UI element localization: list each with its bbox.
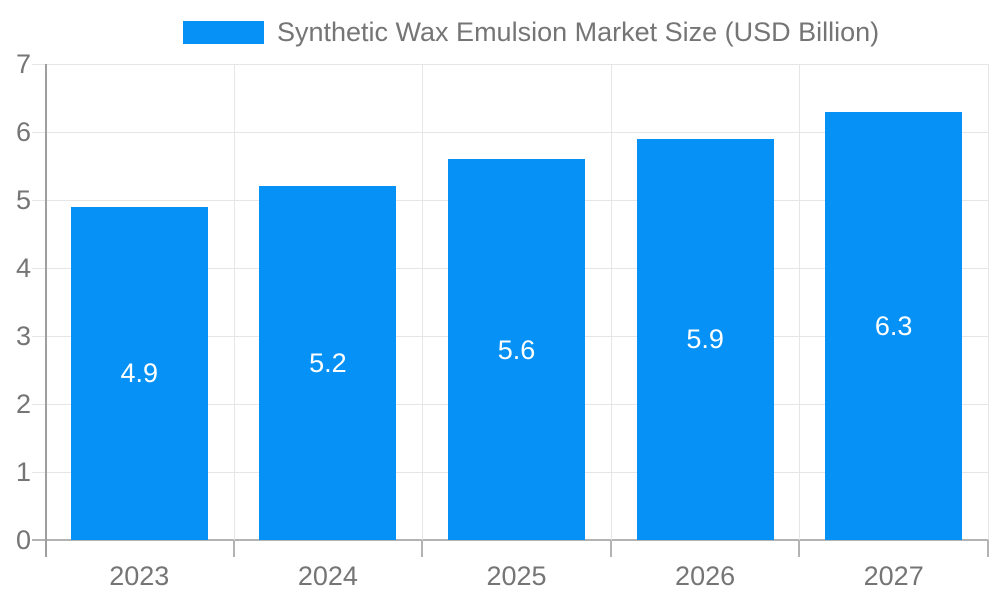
x-axis-tick [987,540,989,557]
v-gridline [610,64,612,540]
y-tick-label: 6 [15,117,31,147]
y-tick-label: 5 [15,185,31,215]
v-gridline [799,64,801,540]
bar[interactable] [448,159,585,540]
bar[interactable] [636,138,774,540]
x-tick-label: 2023 [109,561,170,591]
x-axis-tick [609,540,612,557]
x-tick-label: 2027 [863,561,924,591]
v-gridline [988,64,989,540]
y-axis-line [45,64,47,557]
y-tick-label: 0 [15,525,31,555]
h-gridline [32,64,988,65]
bar[interactable] [259,186,397,540]
legend-swatch [183,20,264,44]
x-tick-label: 2024 [297,561,358,591]
bar-value-label: 5.9 [686,324,724,355]
y-tick-label: 7 [15,49,31,79]
y-tick-label: 2 [15,389,31,419]
bar[interactable] [825,111,963,540]
x-axis-baseline [32,539,988,541]
y-tick-label: 3 [15,321,31,351]
legend-item[interactable]: Synthetic Wax Emulsion Market Size (USD … [183,14,879,50]
x-axis-tick [798,540,801,557]
v-gridline [422,64,424,540]
x-tick-label: 2025 [486,561,547,591]
x-axis-tick [421,540,424,557]
y-tick-label: 4 [15,253,31,283]
h-gridline [32,132,988,133]
bar-value-label: 5.6 [497,334,536,365]
bar-value-label: 6.3 [874,310,913,341]
bar[interactable] [70,206,208,540]
legend-label: Synthetic Wax Emulsion Market Size (USD … [277,16,880,47]
bar-value-label: 5.2 [309,348,347,379]
v-gridline [233,64,235,540]
x-tick-label: 2026 [675,561,736,591]
x-axis-tick [232,540,235,557]
y-tick-label: 1 [15,457,31,487]
bar-value-label: 4.9 [120,358,159,389]
